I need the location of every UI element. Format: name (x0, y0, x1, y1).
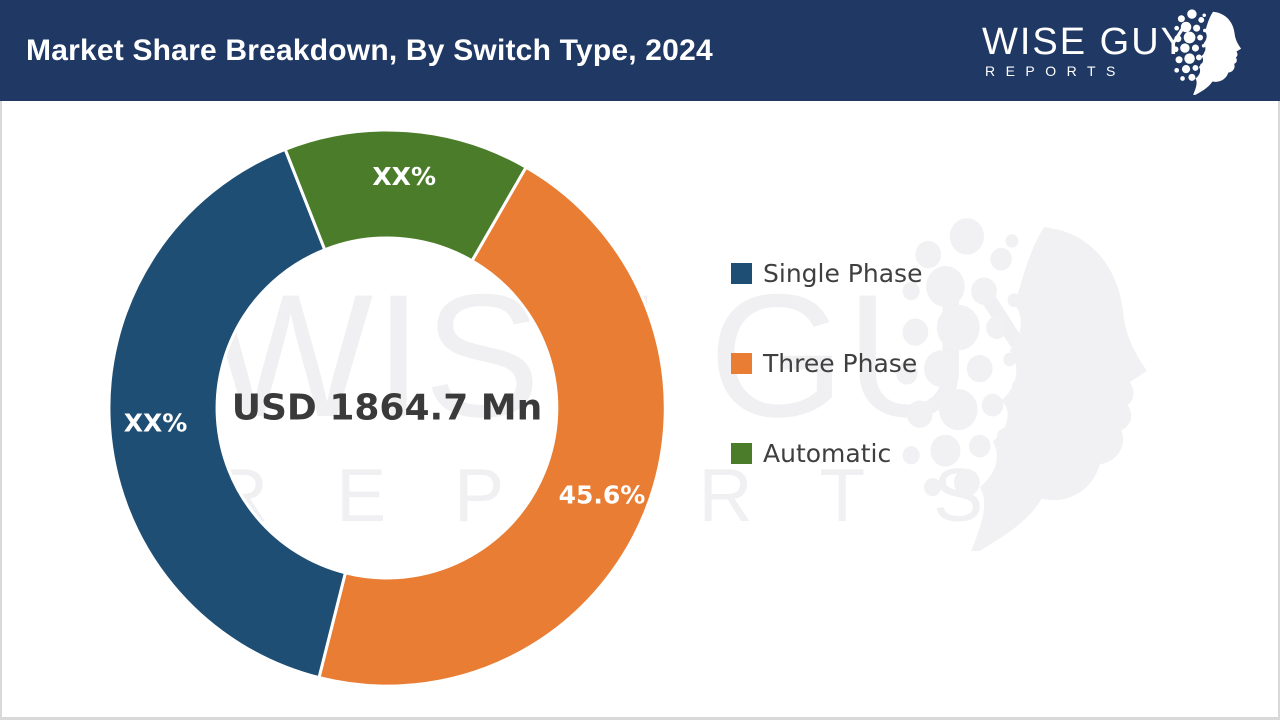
chart-area: WISE GUY REPORTS 45.6%XX%XX% USD 1864.7 … (0, 101, 1280, 720)
segment-value-label-single-phase: XX% (124, 408, 188, 437)
page-title: Market Share Breakdown, By Switch Type, … (26, 33, 713, 67)
legend-label-single-phase: Single Phase (763, 258, 923, 288)
donut-segment-automatic (283, 128, 529, 263)
wiseguy-head-icon (1172, 8, 1242, 95)
donut-segment-three-phase (317, 165, 667, 688)
chart-center-value: USD 1864.7 Mn (231, 387, 543, 429)
legend-item-three-phase: Three Phase (731, 348, 922, 378)
logo-subtitle: REPORTS (984, 63, 1126, 79)
donut-chart: 45.6% XX% XX% (107, 128, 667, 688)
header-bar: Market Share Breakdown, By Switch Type, … (0, 0, 1280, 101)
legend-swatch-automatic (731, 442, 752, 464)
watermark-head-icon (896, 218, 1147, 551)
legend-item-single-phase: Single Phase (731, 258, 923, 288)
logo-wordmark: WISE GUY (981, 21, 1188, 63)
legend-swatch-single-phase (731, 262, 752, 284)
segment-value-label-automatic: XX% (372, 162, 436, 191)
legend: Single Phase Three Phase Automatic (731, 258, 923, 531)
donut-segment-single-phase (107, 147, 348, 680)
legend-label-automatic: Automatic (763, 438, 892, 468)
legend-label-three-phase: Three Phase (763, 348, 918, 378)
wiseguy-logo: WISE GUY REPORTS (982, 7, 1254, 95)
legend-swatch-three-phase (731, 352, 752, 374)
legend-item-automatic: Automatic (731, 438, 922, 468)
segment-value-label-three-phase: 45.6% (559, 481, 646, 510)
logo-text: WISE GUY REPORTS (982, 22, 1188, 79)
